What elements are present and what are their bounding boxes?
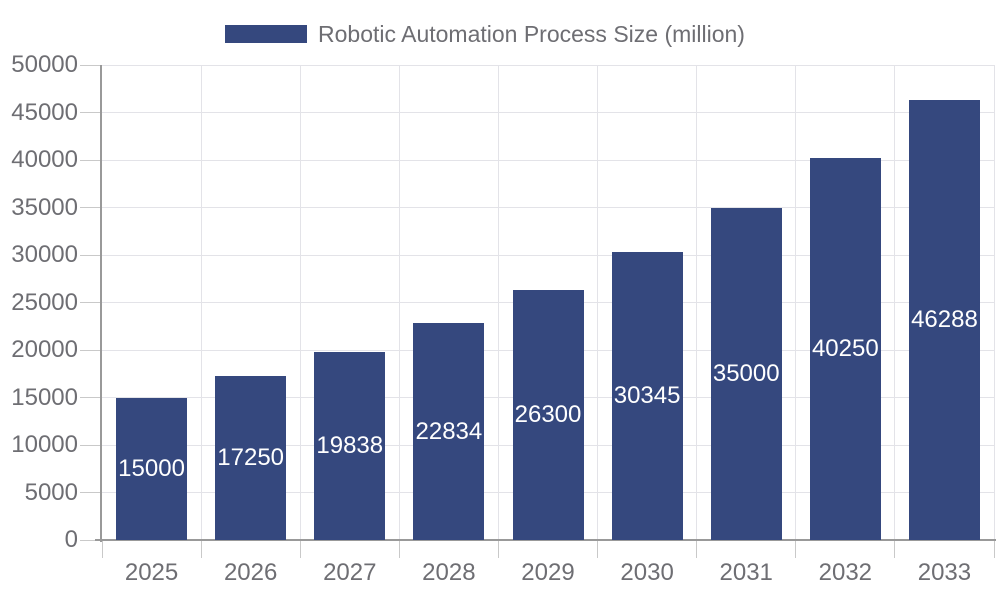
bar-value-label: 22834 [415, 417, 483, 445]
x-axis-label: 2030 [620, 559, 674, 586]
gridline-horizontal [102, 159, 994, 161]
gridline-vertical [894, 65, 896, 540]
x-axis-tick [993, 540, 995, 558]
gridline-horizontal [102, 112, 994, 113]
y-axis-label: 0 [64, 526, 78, 553]
y-axis-tick [80, 254, 102, 256]
y-axis-tick [80, 64, 102, 66]
bar-value-label: 35000 [712, 359, 780, 387]
y-axis-label: 5000 [24, 478, 78, 506]
x-axis-label: 2025 [124, 559, 179, 586]
x-axis-label: 2029 [521, 559, 575, 586]
legend-swatch-icon [225, 25, 307, 43]
y-axis-tick [80, 349, 102, 351]
y-axis-label: 45000 [11, 98, 78, 126]
x-axis-tick [795, 540, 797, 558]
y-axis-label: 15000 [11, 383, 78, 411]
x-axis-line [95, 539, 996, 541]
bar-2032[interactable] [809, 157, 881, 540]
x-axis-label: 2027 [323, 559, 377, 586]
x-axis-label: 2028 [422, 559, 476, 586]
y-axis-label: 20000 [11, 336, 78, 363]
gridline-horizontal [102, 254, 994, 256]
bar-2033[interactable] [908, 100, 980, 540]
gridline-vertical [299, 65, 301, 540]
y-axis-tick [80, 112, 102, 113]
x-axis-tick [398, 540, 400, 558]
x-axis-tick [497, 540, 499, 558]
y-axis-tick [80, 159, 102, 161]
y-axis-tick [80, 302, 102, 303]
y-axis-tick [80, 207, 102, 208]
bar-value-label: 26300 [514, 401, 582, 429]
x-axis-label: 2031 [719, 559, 773, 586]
y-axis-line [100, 65, 102, 542]
bar-value-label: 30345 [613, 381, 681, 409]
y-axis-label: 40000 [11, 146, 78, 173]
y-axis-label: 25000 [11, 288, 78, 316]
bar-2031[interactable] [710, 207, 782, 540]
x-axis-tick [597, 540, 599, 558]
bar-value-label: 17250 [217, 444, 285, 472]
x-axis-tick [299, 540, 301, 558]
bar-value-label: 19838 [316, 431, 384, 459]
y-axis-tick [80, 492, 102, 493]
gridline-vertical [497, 65, 499, 540]
y-axis-tick [80, 539, 102, 541]
bar-value-label: 40250 [811, 334, 879, 362]
y-axis-label: 30000 [11, 241, 78, 268]
y-axis-label: 10000 [11, 431, 78, 458]
x-axis-label: 2032 [818, 559, 873, 586]
gridline-horizontal [102, 207, 994, 208]
gridline-vertical [597, 65, 599, 540]
bar-2025[interactable] [116, 397, 188, 540]
gridline-vertical [398, 65, 400, 540]
bar-2027[interactable] [314, 351, 386, 540]
y-axis-label: 35000 [11, 193, 78, 221]
y-axis-tick [80, 444, 102, 446]
bar-2029[interactable] [512, 290, 584, 540]
gridline-vertical [993, 65, 995, 540]
gridline-vertical [696, 65, 698, 540]
y-axis-tick [80, 397, 102, 398]
gridline-vertical [795, 65, 797, 540]
x-axis-tick [894, 540, 896, 558]
x-axis-label: 2026 [223, 559, 278, 586]
x-axis-label: 2033 [917, 559, 972, 586]
x-axis-tick [200, 540, 202, 558]
x-axis-tick [696, 540, 698, 558]
gridline-horizontal [102, 64, 994, 66]
y-axis-label: 50000 [11, 51, 78, 78]
bar-2026[interactable] [215, 376, 287, 540]
legend-label: Robotic Automation Process Size (million… [318, 21, 745, 47]
bar-value-label: 46288 [911, 306, 978, 334]
gridline-vertical [200, 65, 202, 540]
bar-2030[interactable] [611, 251, 683, 540]
bar-value-label: 15000 [118, 454, 185, 482]
x-axis-tick [101, 540, 103, 558]
bar-2028[interactable] [413, 323, 485, 540]
